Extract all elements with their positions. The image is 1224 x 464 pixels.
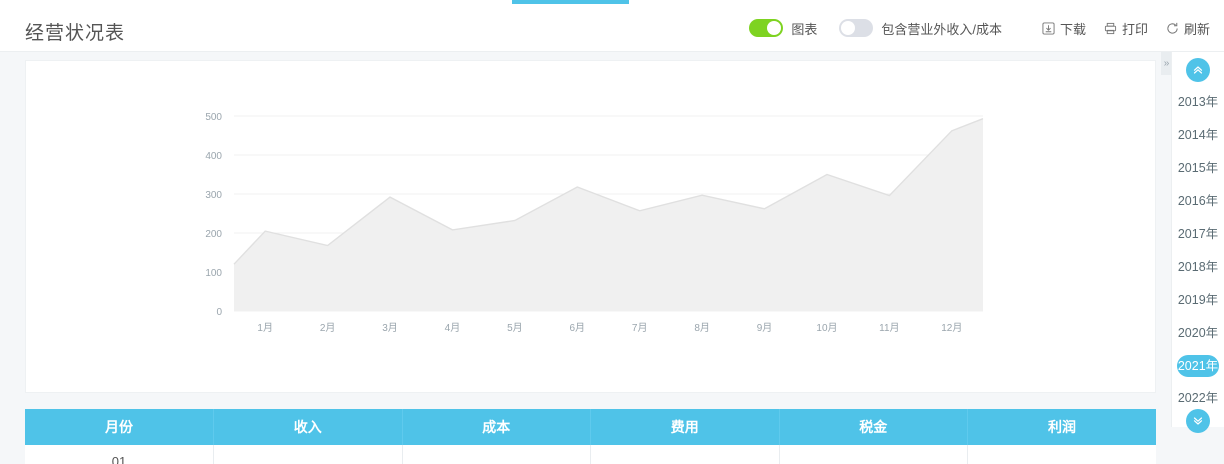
table-row[interactable]: 01: [25, 445, 1156, 464]
svg-text:0: 0: [216, 307, 222, 318]
header-toolbar: 图表 包含营业外收入/成本 下载 打印 刷新: [749, 4, 1210, 52]
svg-text:400: 400: [205, 151, 222, 162]
print-label: 打印: [1121, 21, 1148, 37]
svg-text:10月: 10月: [816, 322, 837, 334]
table-col-1[interactable]: 收入: [213, 409, 403, 445]
scroll-down-button[interactable]: [1186, 409, 1210, 433]
svg-text:3月: 3月: [382, 322, 398, 334]
svg-text:100: 100: [205, 268, 222, 279]
year-item-2015[interactable]: 2015年: [1177, 161, 1219, 175]
table-col-5[interactable]: 利润: [967, 409, 1156, 445]
table-cell-2: [402, 445, 591, 464]
year-item-2014[interactable]: 2014年: [1177, 128, 1219, 142]
year-item-2020[interactable]: 2020年: [1177, 326, 1219, 340]
svg-text:7月: 7月: [632, 322, 648, 334]
svg-text:2月: 2月: [320, 322, 336, 334]
data-table-wrapper: 月份 收入 成本 费用 税金 利润 01: [25, 409, 1156, 464]
table-cell-1: [213, 445, 403, 464]
scroll-up-button[interactable]: [1186, 58, 1210, 82]
refresh-icon: [1166, 22, 1179, 35]
chart-card: 0 100 200 300 400 500 1月 2月 3月 4月 5月 6月 7月 8月 9月 10月 11月…: [25, 60, 1156, 393]
data-table: 月份 收入 成本 费用 税金 利润 01: [25, 409, 1156, 464]
table-header-row: 月份 收入 成本 费用 税金 利润: [25, 409, 1156, 445]
svg-text:1月: 1月: [257, 322, 273, 334]
svg-text:6月: 6月: [570, 322, 586, 334]
print-button[interactable]: 打印: [1104, 19, 1148, 38]
table-body: 01: [25, 445, 1156, 464]
page-title: 经营状况表: [25, 23, 126, 44]
chart-toggle-label: 图表: [791, 21, 818, 37]
year-item-2013[interactable]: 2013年: [1177, 95, 1219, 109]
table-cell-3: [590, 445, 780, 464]
table-col-2[interactable]: 成本: [402, 409, 591, 445]
svg-text:5月: 5月: [507, 322, 523, 334]
top-bar: [0, 0, 1224, 4]
page-header: 经营状况表 图表 包含营业外收入/成本 下载 打印 刷新: [0, 4, 1224, 52]
svg-text:12月: 12月: [941, 322, 962, 334]
table-cell-0: 01: [25, 445, 214, 464]
toggle-knob: [841, 21, 856, 35]
year-item-2016[interactable]: 2016年: [1177, 194, 1219, 208]
non-operating-toggle-group[interactable]: 包含营业外收入/成本: [839, 19, 1002, 38]
table-col-4[interactable]: 税金: [779, 409, 968, 445]
toggle-knob: [767, 21, 782, 35]
year-item-2021[interactable]: 2021年: [1177, 355, 1219, 377]
download-button[interactable]: 下载: [1042, 19, 1086, 38]
svg-text:8月: 8月: [694, 322, 710, 334]
table-cell-4: [779, 445, 968, 464]
year-item-2019[interactable]: 2019年: [1177, 293, 1219, 307]
svg-text:11月: 11月: [879, 322, 899, 334]
non-operating-toggle[interactable]: [839, 19, 874, 37]
year-list: 2013年 2014年 2015年 2016年 2017年 2018年 2019年 2020年…: [1172, 86, 1224, 415]
refresh-label: 刷新: [1183, 21, 1210, 37]
download-label: 下载: [1059, 21, 1086, 37]
svg-text:500: 500: [205, 112, 222, 123]
refresh-button[interactable]: 刷新: [1166, 19, 1210, 38]
svg-text:200: 200: [205, 229, 222, 240]
year-selector-panel: 2013年 2014年 2015年 2016年 2017年 2018年 2019年 2020年…: [1171, 52, 1224, 427]
year-item-2018[interactable]: 2018年: [1177, 260, 1219, 274]
active-tab-indicator: [512, 0, 629, 4]
panel-collapse-handle[interactable]: »: [1161, 52, 1172, 75]
business-status-area-chart: 0 100 200 300 400 500 1月 2月 3月 4月 5月 6月 7月 8月 9月 10月 11月…: [205, 112, 984, 334]
chart-toggle[interactable]: [749, 19, 784, 37]
table-col-0[interactable]: 月份: [25, 409, 214, 445]
svg-text:4月: 4月: [445, 322, 461, 334]
svg-text:9月: 9月: [757, 322, 773, 334]
chart-toggle-group[interactable]: 图表: [749, 19, 817, 38]
non-operating-toggle-label: 包含营业外收入/成本: [881, 21, 1002, 37]
download-icon: [1042, 21, 1055, 35]
table-cell-5: [967, 445, 1156, 464]
print-icon: [1104, 22, 1117, 35]
table-col-3[interactable]: 费用: [590, 409, 780, 445]
year-item-2017[interactable]: 2017年: [1177, 227, 1219, 241]
year-item-2022[interactable]: 2022年: [1177, 391, 1219, 405]
svg-text:300: 300: [205, 190, 222, 201]
